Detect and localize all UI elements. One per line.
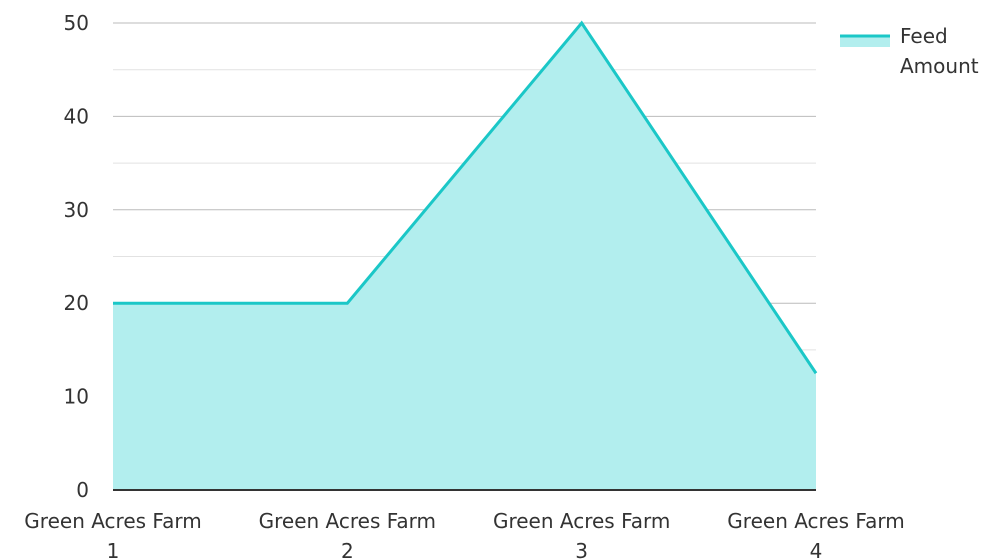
data-point-1[interactable] xyxy=(108,298,118,308)
series-area-fill xyxy=(113,23,816,490)
series-line xyxy=(113,20,818,375)
legend[interactable]: Feed Amount xyxy=(840,24,979,78)
y-tick-label: 30 xyxy=(64,198,89,222)
y-tick-label: 10 xyxy=(64,385,89,409)
x-tick-label-2: Green Acres Farm 2 xyxy=(259,509,436,560)
legend-label-feed-amount: Feed Amount xyxy=(900,24,979,78)
x-tick-label-4: Green Acres Farm 4 xyxy=(727,509,904,560)
y-axis-tick-labels: 0 10 20 30 40 50 xyxy=(64,11,89,502)
series-area-layer xyxy=(108,18,821,490)
data-point-4[interactable] xyxy=(811,368,821,378)
x-tick-label-1: Green Acres Farm 1 xyxy=(24,509,201,560)
y-tick-label: 20 xyxy=(64,291,89,315)
y-tick-label: 50 xyxy=(64,11,89,35)
x-axis-tick-labels: Green Acres Farm 1 Green Acres Farm 2 Green … xyxy=(24,509,904,560)
legend-swatch-fill xyxy=(840,35,890,47)
x-tick-label-3: Green Acres Farm 3 xyxy=(493,509,670,560)
data-point-2[interactable] xyxy=(342,298,352,308)
y-tick-label: 40 xyxy=(64,104,89,128)
y-tick-label: 0 xyxy=(76,478,89,502)
data-point-3[interactable] xyxy=(577,18,587,28)
